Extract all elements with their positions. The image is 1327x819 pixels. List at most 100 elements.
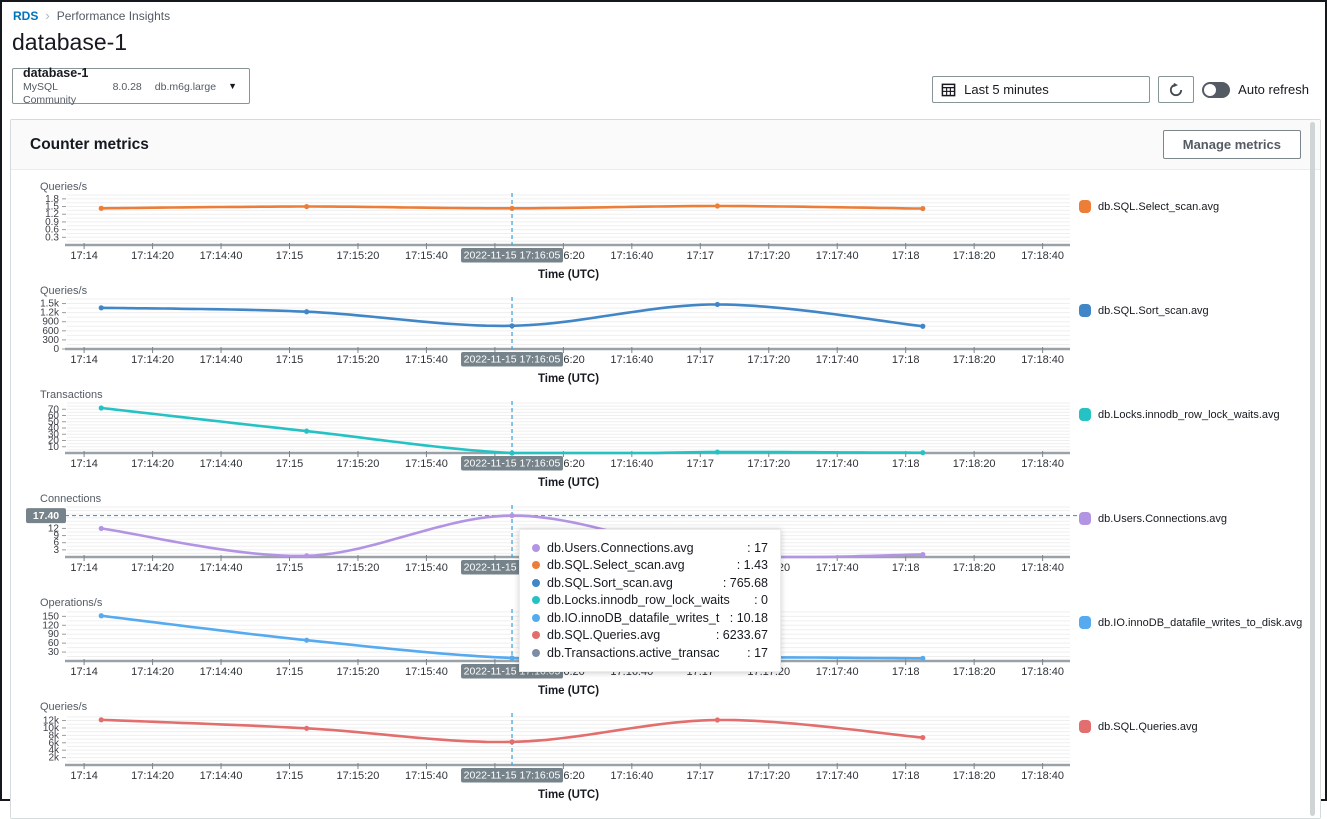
charts-container: Queries/s 0.3 0.6 0.9 1.2 1.5 1.8 17:14 17:14:20… (24, 180, 1314, 804)
data-point (98, 305, 104, 311)
x-tick-label: 17:17:40 (816, 250, 859, 262)
tooltip-metric-name: db.SQL.Sort_scan.avg (547, 575, 673, 590)
counter-metric-chart[interactable]: Queries/s 0 300 600 900 1.2k 1.5k 17:14 17:14:20… (24, 284, 1314, 388)
legend-item[interactable]: db.SQL.Queries.avg (1079, 720, 1198, 733)
x-tick-label: 17:18 (892, 770, 920, 782)
y-tick-label: 8k (48, 730, 60, 741)
x-tick-label: 17:15:40 (405, 458, 448, 470)
tooltip-metric-value: : 10.18 (729, 610, 768, 625)
data-point (98, 205, 104, 211)
series-color-dot-icon (532, 578, 540, 587)
tooltip-row: db.SQL.Queries.avg: 6233.67 (532, 627, 768, 645)
legend-item[interactable]: db.SQL.Sort_scan.avg (1079, 304, 1209, 317)
x-tick-label: 17:18:40 (1021, 770, 1064, 782)
data-point (509, 739, 515, 745)
tooltip-metric-name: db.Locks.innodb_row_lock_waits (547, 593, 730, 608)
x-tick-label: 17:15:40 (405, 562, 448, 574)
y-tick-label: 300 (42, 335, 59, 346)
counter-metrics-panel: Counter metrics Manage metrics (10, 119, 1321, 819)
x-tick-label: 17:15 (276, 666, 304, 678)
y-tick-label: 1.2k (40, 308, 60, 319)
time-range-picker[interactable]: Last 5 minutes (932, 76, 1151, 103)
x-tick-label: 17:15:20 (337, 666, 380, 678)
x-tick-label: 17:18 (892, 354, 920, 366)
y-tick-label: 20 (48, 436, 60, 447)
data-point (920, 323, 926, 329)
x-tick-label: 17:18:20 (953, 354, 996, 366)
x-tick-label: 17:15:40 (405, 354, 448, 366)
y-tick-label: 900 (42, 317, 59, 328)
manage-metrics-button[interactable]: Manage metrics (1162, 130, 1301, 159)
x-tick-label: 17:18 (892, 458, 920, 470)
x-axis-title: Time (UTC) (538, 789, 599, 801)
series-color-dot-icon (532, 648, 540, 657)
x-tick-label: 17:18 (892, 666, 920, 678)
instance-selector-dropdown[interactable]: database-1 MySQL Community 8.0.28 db.m6g… (12, 66, 250, 106)
y-tick-label: 0.3 (45, 232, 59, 243)
legend-item[interactable]: db.Users.Connections.avg (1079, 512, 1227, 525)
counter-metric-chart[interactable]: Queries/s 2k 4k 6k 8k 10k 12k 17:14 17:14:20 17:1… (24, 700, 1314, 804)
instance-class: db.m6g.large (154, 80, 217, 93)
y-tick-label: 2k (48, 753, 60, 764)
y-axis-unit-label: Queries/s (40, 701, 88, 713)
x-tick-label: 17:14 (70, 666, 98, 678)
breadcrumb-link-rds[interactable]: RDS (13, 8, 39, 23)
instance-version: 8.0.28 (112, 80, 142, 93)
auto-refresh-toggle[interactable] (1202, 81, 1231, 98)
refresh-button[interactable] (1158, 76, 1195, 103)
y-tick-label: 3 (53, 545, 59, 556)
breadcrumb-current: Performance Insights (56, 8, 171, 23)
tooltip-row: db.SQL.Sort_scan.avg: 765.68 (532, 574, 768, 592)
x-tick-label: 17:14 (70, 250, 98, 262)
legend-color-chip-icon (1079, 720, 1091, 733)
auto-refresh-label: Auto refresh (1238, 82, 1309, 97)
instance-selector-text: database-1 MySQL Community 8.0.28 db.m6g… (13, 63, 216, 110)
legend-item[interactable]: db.IO.innoDB_datafile_writes_to_disk.avg (1079, 616, 1302, 629)
legend-label: db.SQL.Sort_scan.avg (1098, 304, 1209, 317)
tooltip-metric-value: : 1.43 (736, 558, 768, 573)
scrollbar[interactable] (1310, 122, 1315, 816)
data-point (509, 512, 515, 519)
x-tick-label: 17:15:20 (337, 354, 380, 366)
y-tick-label: 9 (53, 531, 59, 542)
y-tick-label: 10k (43, 723, 60, 734)
crosshair-timestamp-badge (461, 456, 564, 471)
legend-label: db.Locks.innodb_row_lock_waits.avg (1098, 408, 1280, 421)
legend-item[interactable]: db.SQL.Select_scan.avg (1079, 200, 1219, 213)
data-point (98, 717, 104, 723)
crosshair-timestamp-badge (461, 248, 564, 263)
x-tick-label: 17:17 (687, 458, 715, 470)
tooltip-row: db.Transactions.active_transac: 17 (532, 644, 768, 662)
x-tick-label: 17:18:40 (1021, 562, 1064, 574)
tooltip-row: db.SQL.Select_scan.avg: 1.43 (532, 557, 768, 575)
x-tick-label: 17:15:20 (337, 770, 380, 782)
y-tick-label: 40 (48, 423, 60, 434)
counter-metric-chart[interactable]: Transactions 10 20 30 40 50 60 70 17:14 17:14:20 1… (24, 388, 1314, 492)
metrics-hover-tooltip: db.Users.Connections.avg: 17 db.SQL.Selec… (519, 529, 781, 672)
y-tick-label: 30 (48, 429, 60, 440)
x-tick-label: 17:15 (276, 354, 304, 366)
legend-item[interactable]: db.Locks.innodb_row_lock_waits.avg (1079, 408, 1280, 421)
x-tick-label: 17:17 (687, 770, 715, 782)
instance-name: database-1 (23, 65, 89, 80)
data-point (714, 449, 721, 455)
breadcrumb-separator-icon: › (45, 8, 50, 23)
x-tick-label: 17:16:40 (610, 354, 653, 366)
y-tick-label: 1.5k (40, 299, 60, 310)
header-controls: Last 5 minutes Auto refresh (932, 76, 1309, 103)
series-color-dot-icon (532, 543, 540, 552)
y-tick-label: 10 (48, 442, 60, 453)
y-tick-label: 60 (48, 411, 60, 422)
y-tick-label: 1.8 (45, 194, 59, 205)
tooltip-metric-name: db.IO.innoDB_datafile_writes_t (547, 610, 720, 625)
x-tick-label: 17:14:40 (200, 666, 243, 678)
y-tick-label: 150 (42, 611, 59, 622)
counter-metric-chart[interactable]: Queries/s 0.3 0.6 0.9 1.2 1.5 1.8 17:14 17:14:20… (24, 180, 1314, 284)
x-axis-title: Time (UTC) (538, 269, 599, 281)
hover-value-badge (26, 508, 66, 524)
y-tick-label: 0.6 (45, 225, 59, 236)
tooltip-metric-name: db.Transactions.active_transac (547, 645, 720, 660)
